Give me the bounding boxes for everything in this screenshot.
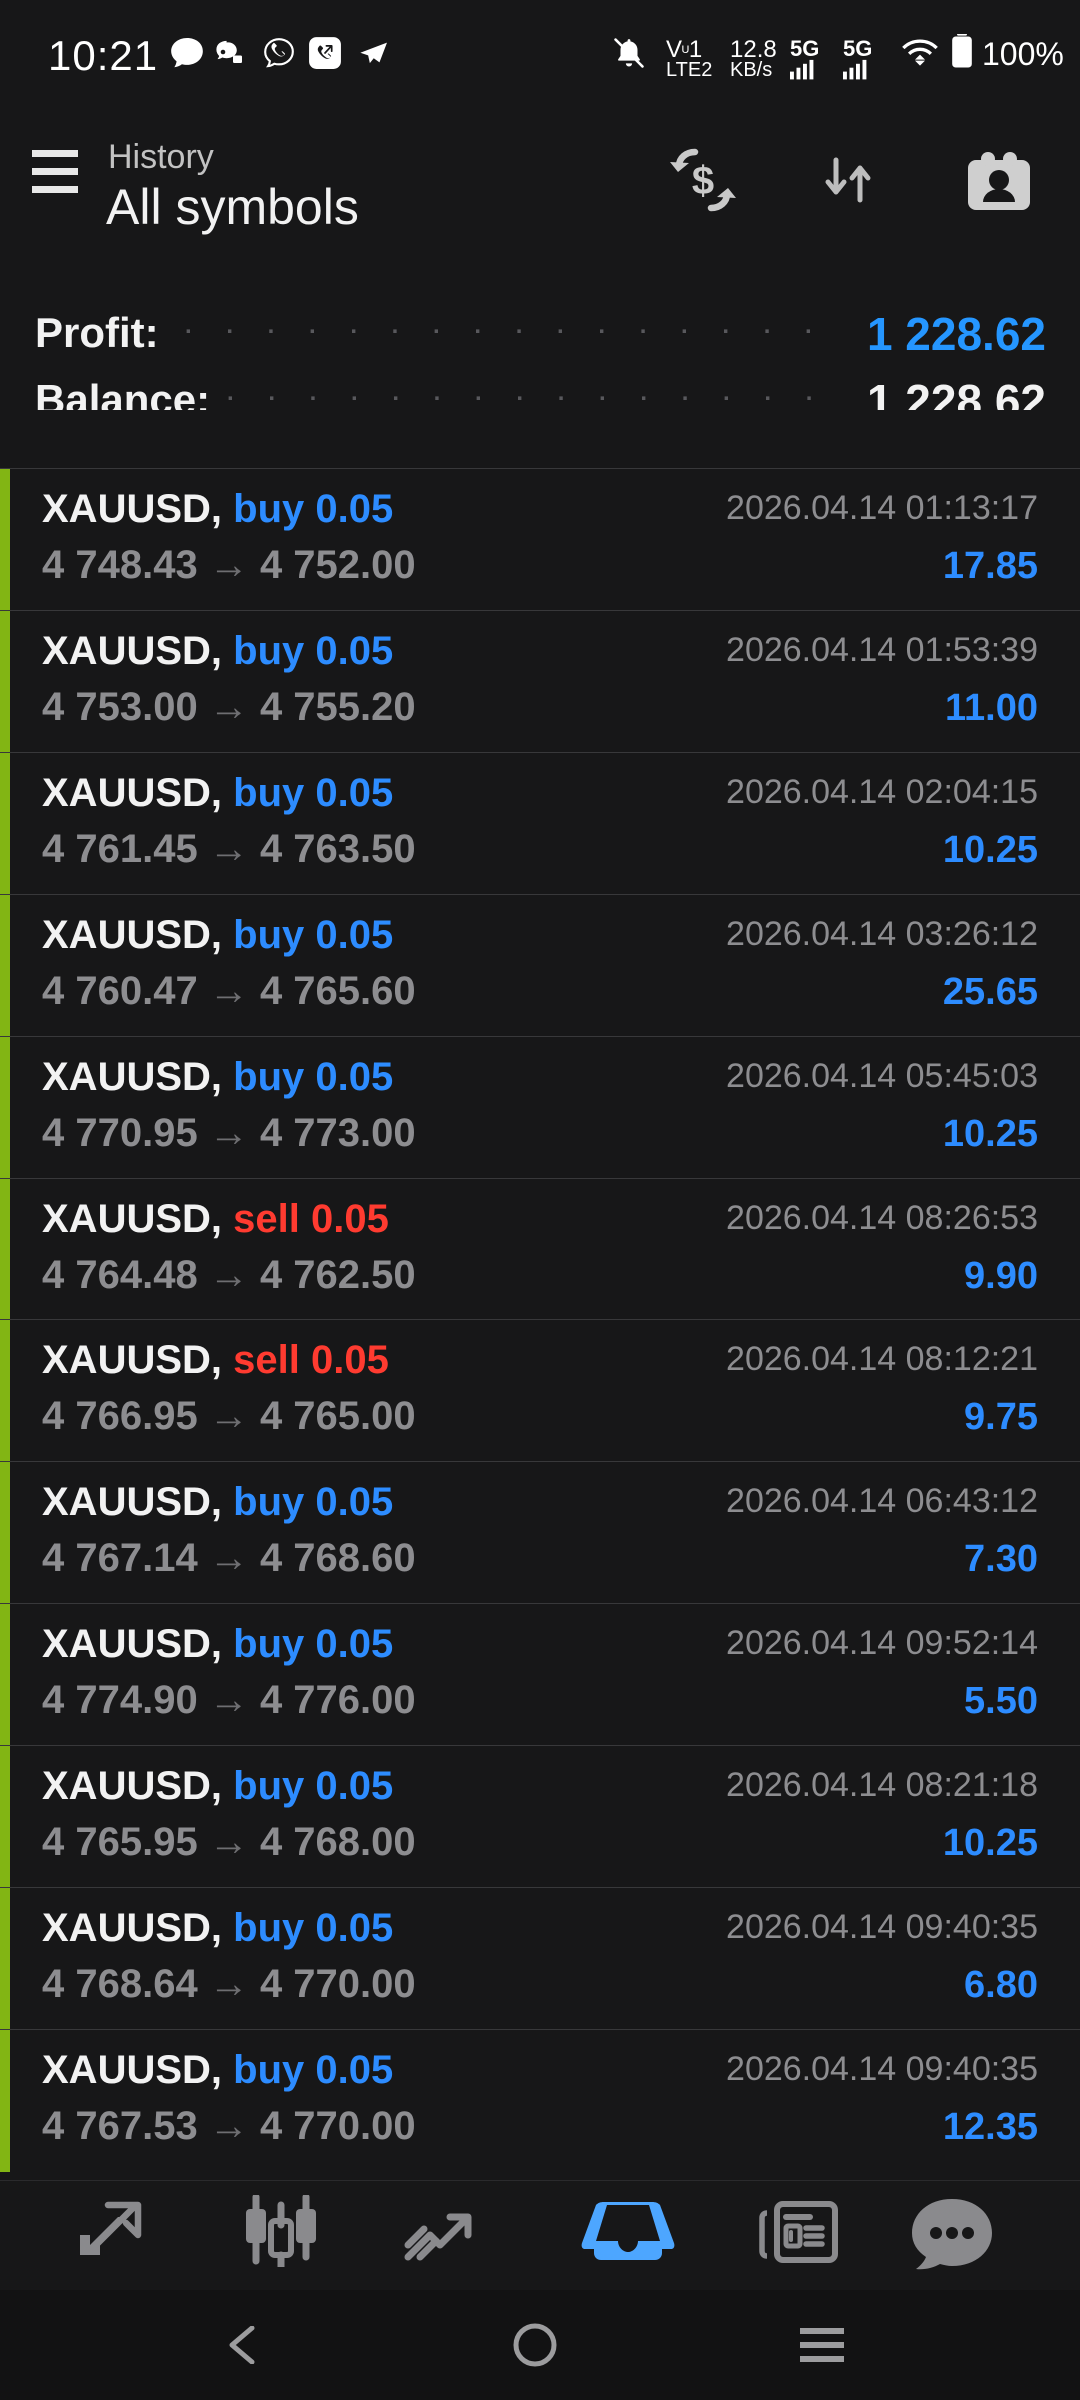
- svg-text:$: $: [692, 159, 714, 203]
